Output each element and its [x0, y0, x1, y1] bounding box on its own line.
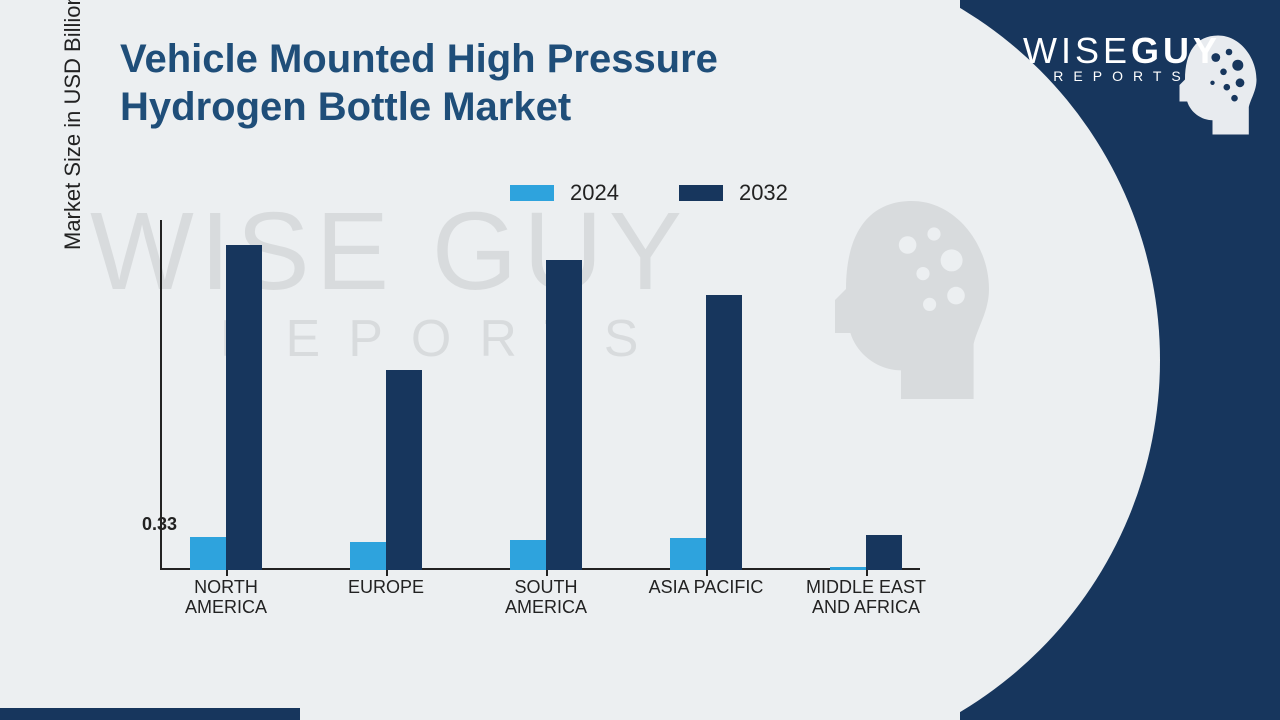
x-tick	[866, 570, 868, 576]
x-tick	[386, 570, 388, 576]
x-axis-label: NORTH AMERICA	[156, 578, 296, 618]
legend-item: 2024	[510, 180, 619, 206]
bar-chart: Market Size in USD Billion 20242032 NORT…	[70, 180, 930, 660]
legend-label: 2024	[570, 180, 619, 206]
head-icon	[1152, 30, 1262, 140]
x-tick	[226, 570, 228, 576]
bar	[706, 295, 742, 570]
bar-value-label: 0.33	[142, 514, 177, 535]
bar	[226, 245, 262, 570]
bar-group: EUROPE	[350, 370, 422, 570]
plot-area: NORTH AMERICA0.33 EUROPE SOUTH AMERICA ASIA…	[160, 220, 920, 570]
chart-canvas: WISEGUY REPORTS Vehicle Mounted High Pre…	[0, 0, 1280, 720]
bottom-accent-strip	[0, 708, 300, 720]
logo-word-1: WISE	[1023, 30, 1131, 71]
legend: 2024 2032	[510, 180, 788, 206]
x-axis-label: EUROPE	[316, 578, 456, 598]
bar	[546, 260, 582, 570]
bar-group: MIDDLE EAST AND AFRICA	[830, 535, 902, 570]
bar	[190, 537, 226, 570]
y-axis-label: Market Size in USD Billion	[60, 0, 86, 250]
x-tick	[546, 570, 548, 576]
bar	[350, 542, 386, 570]
x-axis-label: MIDDLE EAST AND AFRICA	[796, 578, 936, 618]
bar-group: SOUTH AMERICA	[510, 260, 582, 570]
legend-swatch	[679, 185, 723, 201]
bar	[670, 538, 706, 570]
bar	[386, 370, 422, 570]
chart-title: Vehicle Mounted High Pressure Hydrogen B…	[120, 35, 800, 131]
brand-logo: WISEGUY REPORTS	[982, 30, 1262, 84]
legend-item: 2032	[679, 180, 788, 206]
bar-group: NORTH AMERICA0.33	[190, 245, 262, 570]
x-axis-label: SOUTH AMERICA	[476, 578, 616, 618]
legend-label: 2032	[739, 180, 788, 206]
bar	[866, 535, 902, 570]
bar	[830, 567, 866, 570]
x-axis-label: ASIA PACIFIC	[636, 578, 776, 598]
bar-group: ASIA PACIFIC	[670, 295, 742, 570]
bar	[510, 540, 546, 570]
legend-swatch	[510, 185, 554, 201]
x-tick	[706, 570, 708, 576]
